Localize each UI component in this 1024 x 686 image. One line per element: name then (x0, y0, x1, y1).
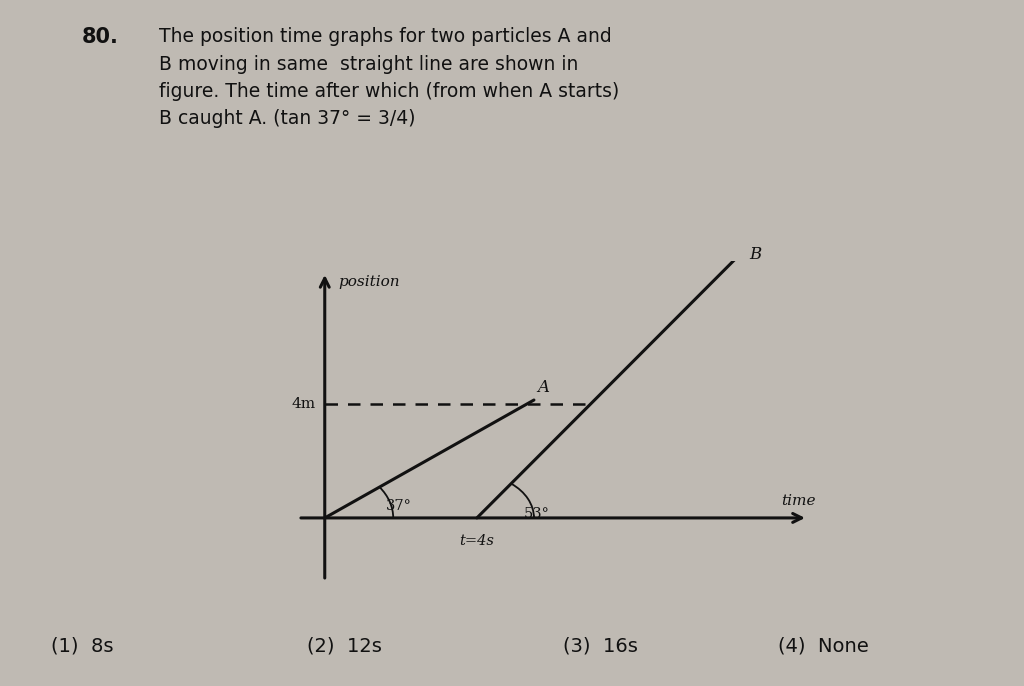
Text: A: A (538, 379, 550, 396)
Text: time: time (781, 494, 815, 508)
Text: 37°: 37° (386, 499, 412, 513)
Text: position: position (338, 275, 399, 289)
Text: (1)  8s: (1) 8s (51, 636, 114, 655)
Text: (3)  16s: (3) 16s (563, 636, 638, 655)
Text: (4)  None: (4) None (778, 636, 869, 655)
Text: 4m: 4m (291, 397, 315, 411)
Text: t=4s: t=4s (460, 534, 495, 547)
Text: B: B (749, 246, 761, 263)
Text: 80.: 80. (82, 27, 119, 47)
Text: (2)  12s: (2) 12s (307, 636, 382, 655)
Text: 53°: 53° (524, 506, 550, 521)
Text: The position time graphs for two particles A and
B moving in same  straight line: The position time graphs for two particl… (159, 27, 618, 128)
